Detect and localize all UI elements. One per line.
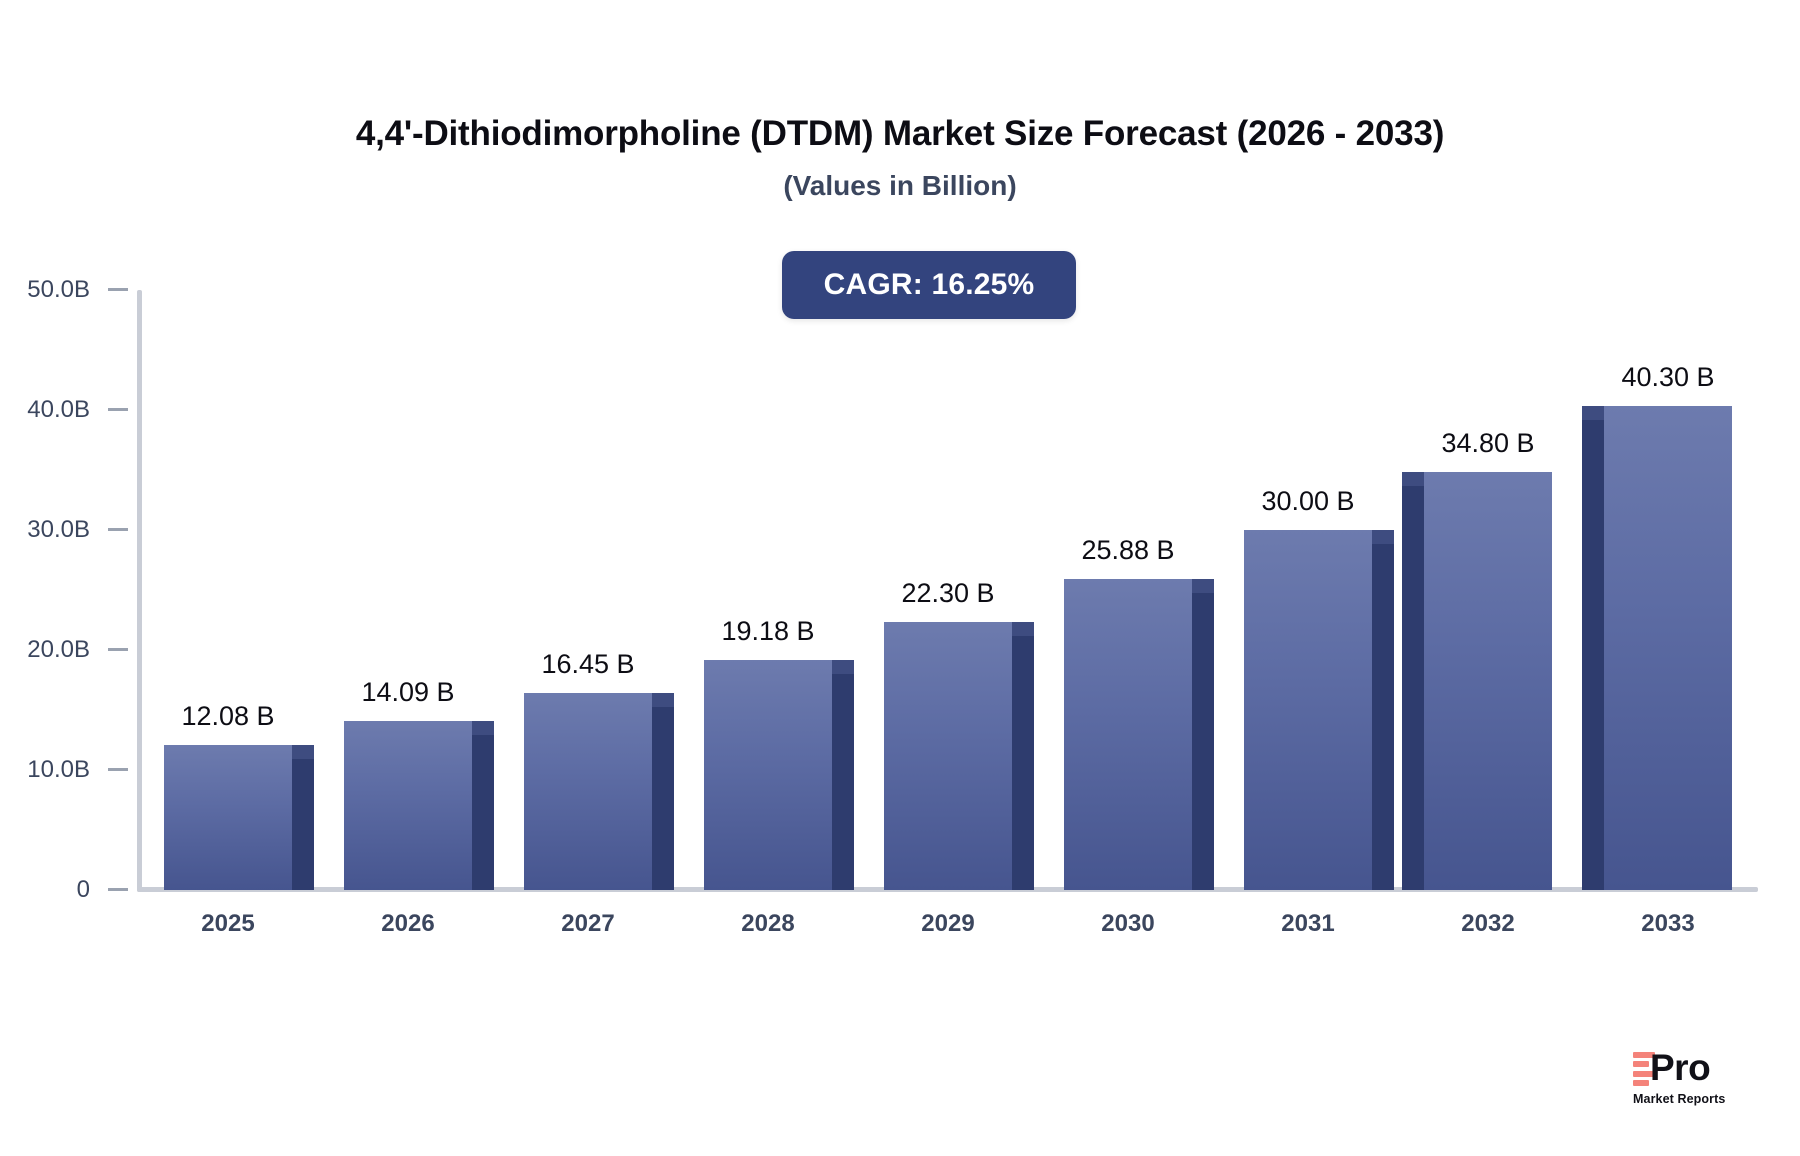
page-title: 4,4'-Dithiodimorpholine (DTDM) Market Si… (355, 114, 1445, 153)
plot-area: 12.08 B 14.09 B 16.45 B 19.18 B 22.30 B 25.88… (138, 290, 1758, 890)
bar-side-face (292, 759, 314, 890)
bar-front-face (1244, 530, 1372, 890)
bar-side-face (1372, 544, 1394, 890)
bar-front-face (884, 622, 1012, 890)
x-axis-tick-label: 2032 (1461, 910, 1515, 937)
bar-top-bevel (1012, 622, 1034, 637)
logo-bars-icon (1633, 1052, 1655, 1086)
bar-2028[interactable]: 19.18 B (704, 616, 854, 890)
y-axis-tick-mark (108, 528, 128, 531)
y-axis-tick-label: 20.0B (27, 636, 90, 663)
bar-value-label: 34.80 B (1441, 428, 1535, 459)
y-axis-tick-mark (108, 288, 128, 291)
bar-top-bevel (652, 692, 674, 707)
brand-logo: Pro Market Reports (1633, 1046, 1773, 1112)
bar-side-face (1582, 420, 1604, 890)
chart-subtitle: (Values in Billion) (783, 170, 1017, 201)
bar-2032[interactable]: 34.80 B (1402, 428, 1552, 890)
bar-top-bevel (1192, 579, 1214, 594)
bar-2027[interactable]: 16.45 B (524, 649, 674, 890)
y-axis-tick-mark (108, 408, 128, 411)
x-axis-tick-label: 2026 (381, 910, 435, 937)
bar-front-face (344, 720, 472, 890)
x-axis-tick-label: 2030 (1101, 910, 1155, 937)
bar-side-face (1012, 636, 1034, 890)
bar-side-face (1402, 486, 1424, 890)
y-axis-tick-label: 10.0B (27, 756, 90, 783)
y-axis-tick-mark (108, 768, 128, 771)
bar-front-face (1064, 579, 1192, 890)
bar-top-bevel (1582, 406, 1604, 421)
y-axis-tick-mark (108, 888, 128, 891)
bar-front-face (704, 659, 832, 890)
bar-2025[interactable]: 12.08 B (164, 701, 314, 890)
y-axis-tick-label: 40.0B (27, 396, 90, 423)
bar-side-face (832, 673, 854, 890)
bar-value-label: 22.30 B (901, 578, 995, 609)
bar-front-face (1604, 406, 1732, 890)
cagr-badge-label: CAGR: 16.25% (823, 268, 1035, 301)
bar-value-label: 25.88 B (1081, 535, 1175, 566)
logo-wordmark: Pro (1650, 1047, 1711, 1088)
bar-2029[interactable]: 22.30 B (884, 578, 1034, 890)
x-axis-tick-label: 2031 (1281, 910, 1335, 937)
bar-front-face (1424, 472, 1552, 890)
x-axis-tick-label: 2027 (561, 910, 615, 937)
logo-tagline: Market Reports (1633, 1092, 1726, 1106)
bar-front-face (164, 745, 292, 890)
bar-side-face (472, 734, 494, 890)
y-axis-tick-label: 30.0B (27, 516, 90, 543)
y-axis-line (137, 290, 142, 892)
bar-value-label: 19.18 B (721, 615, 815, 646)
x-axis-tick-label: 2033 (1641, 910, 1695, 937)
bar-top-bevel (472, 720, 494, 735)
bar-value-label: 14.09 B (361, 676, 455, 707)
y-axis-tick-label: 0 (76, 876, 90, 903)
bar-2026[interactable]: 14.09 B (344, 677, 494, 890)
bar-value-label: 40.30 B (1621, 362, 1715, 393)
bar-value-label: 16.45 B (541, 648, 635, 679)
bar-front-face (524, 692, 652, 890)
y-axis-tick-label: 50.0B (27, 276, 90, 303)
bar-2033[interactable]: 40.30 B (1582, 362, 1732, 890)
bar-value-label: 12.08 B (181, 701, 275, 732)
x-axis-tick-label: 2028 (741, 910, 795, 937)
bar-2031[interactable]: 30.00 B (1244, 486, 1394, 890)
bar-side-face (1192, 593, 1214, 890)
bar-value-label: 30.00 B (1261, 486, 1355, 516)
y-axis-tick-mark (108, 648, 128, 651)
x-axis-tick-label: 2025 (201, 910, 255, 937)
x-axis-tick-label: 2029 (921, 910, 975, 937)
bar-top-bevel (1402, 472, 1424, 487)
bar-2030[interactable]: 25.88 B (1064, 535, 1214, 890)
bar-top-bevel (292, 745, 314, 760)
bar-top-bevel (832, 659, 854, 674)
cagr-badge: CAGR: 16.25% (782, 251, 1076, 319)
bar-top-bevel (1372, 530, 1394, 544)
bar-side-face (652, 706, 674, 890)
